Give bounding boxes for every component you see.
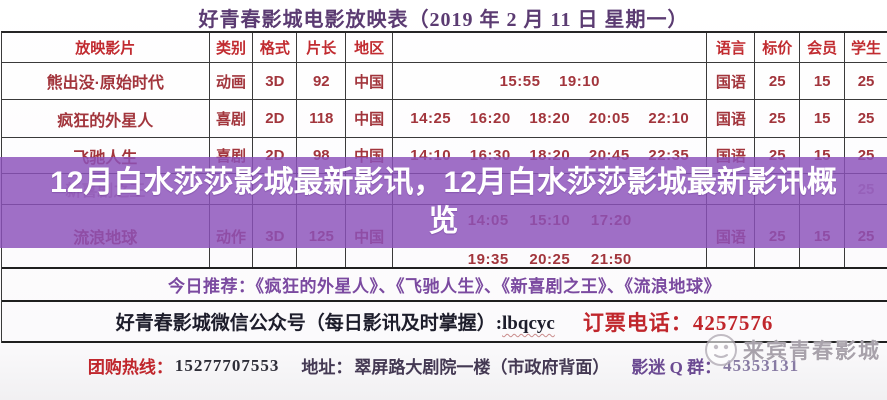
header-student: 学生 [851,40,882,57]
film-region: 中国 [346,100,394,137]
film-language: 国语 [707,63,756,99]
header-type: 类别 [210,33,254,62]
booking-phone-number: 4257576 [692,310,774,335]
film-times: 15:55 19:10 [393,63,708,99]
poster-title: 好青春影城电影放映表（2019 年 2 月 11 日 星期一） [198,9,689,31]
address-label: 地址： [301,358,353,377]
film-language: 国语 [707,100,756,137]
film-region: 中国 [346,63,394,99]
address: 地址： 翠屏路大剧院一楼（市政府背面） [301,353,609,378]
promo-overlay-text: 12月白水莎莎影城最新影讯，12月白水莎莎影城最新影讯概览 [50,166,837,238]
header-member: 会员 [800,33,846,62]
watermark-logo-icon [705,334,737,366]
film-times: 14:25 16:20 18:20 20:05 22:10 [393,100,708,137]
footer-contact-line: 团购热线： 15277707553 地址： 翠屏路大剧院一楼（市政府背面） 影迷… [0,353,887,378]
film-member-price: 15 [800,100,846,137]
group-hotline-number: 15277707553 [174,355,280,375]
film-name: 熊出没·原始时代 [2,63,210,99]
film-times-line2: 19:35 20:25 21:50 [467,251,632,267]
film-student-price: 25 [857,72,875,90]
wechat-official-account: 好青春影城微信公众号（每日影讯及时掌握）:lbqcyc [116,308,555,335]
film-format: 2D [253,100,298,137]
film-format: 3D [253,63,298,99]
group-hotline: 团购热线： 15277707553 [88,353,280,378]
fans-qq-group: 影迷 Q 群： 45353131 [631,353,799,378]
today-recommendation: 今日推荐：《疯狂的外星人》、《飞驰人生》、《新喜剧之王》、《流浪地球》 [168,277,721,296]
header-region: 地区 [346,33,394,62]
table-row: 熊出没·原始时代 动画 3D 92 中国 15:55 19:10 国语 25 1… [2,63,887,100]
header-format: 格式 [253,33,298,62]
header-film: 放映影片 [2,33,210,62]
booking-phone: 订票电话：4257576 [583,307,774,337]
address-text: 翠屏路大剧院一楼（市政府背面） [354,358,610,377]
fans-qq-group-label: 影迷 Q 群： [631,358,722,377]
wechat-label: 好青春影城微信公众号（每日影讯及时掌握）: [115,313,503,334]
table-header-row: 放映影片 类别 格式 片长 地区 语言 标价 会员 学生 [2,33,887,63]
header-language: 语言 [707,33,756,62]
watermark: 来宾青春影城 [704,333,881,367]
fans-qq-group-number: 45353131 [723,355,800,375]
header-times [393,33,708,62]
header-duration: 片长 [297,33,347,62]
film-student-price: 25 [857,110,875,127]
showtimes-table: 放映影片 类别 格式 片长 地区 语言 标价 会员 学生 熊出没·原始时代 动画… [1,31,887,343]
film-duration: 118 [297,100,347,137]
film-type: 喜剧 [210,100,254,137]
film-member-price: 15 [800,63,846,99]
booking-phone-label: 订票电话： [582,310,693,335]
recommend-row: 今日推荐：《疯狂的外星人》、《飞驰人生》、《新喜剧之王》、《流浪地球》 [2,269,887,302]
film-price: 25 [755,63,801,99]
film-price: 25 [755,100,801,137]
film-duration: 92 [297,63,347,99]
film-type: 动画 [210,63,254,99]
watermark-text: 来宾青春影城 [743,340,881,363]
group-hotline-label: 团购热线： [87,358,173,377]
wechat-account-id: lbqcyc [502,313,555,334]
film-name: 疯狂的外星人 [2,100,210,137]
table-row: 疯狂的外星人 喜剧 2D 118 中国 14:25 16:20 18:20 20… [2,100,887,138]
header-price: 标价 [755,33,801,62]
wechat-row: 好青春影城微信公众号（每日影讯及时掌握）:lbqcyc 订票电话：4257576 [2,302,887,343]
promo-overlay-banner: 12月白水莎莎影城最新影讯，12月白水莎莎影城最新影讯概览 [0,157,887,248]
